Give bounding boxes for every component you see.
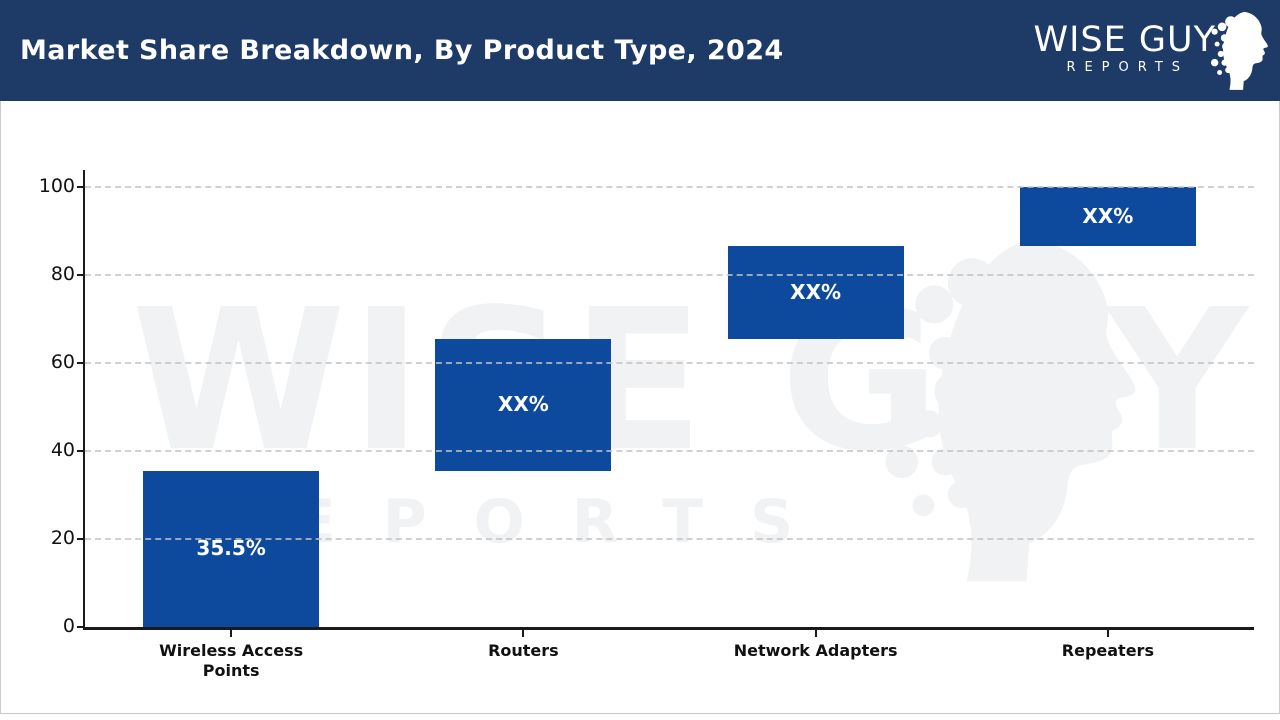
bar-value-label: 35.5%	[196, 535, 266, 560]
x-tick	[814, 629, 817, 637]
y-tick-0	[77, 626, 85, 628]
brand-subtitle: REPORTS	[1066, 60, 1190, 75]
x-category-label: Wireless Access Points	[159, 641, 304, 680]
y-axis-line	[83, 170, 85, 629]
x-tick	[522, 629, 525, 637]
y-tick-label-80: 80	[50, 263, 75, 285]
bar-value-label: XX%	[1082, 203, 1134, 228]
bar-segment	[727, 246, 904, 339]
y-tick-100	[77, 186, 85, 188]
gridline-60	[85, 362, 1254, 364]
header-bar: Market Share Breakdown, By Product Type,…	[0, 0, 1280, 101]
bar-value-label: XX%	[790, 279, 842, 304]
y-tick-40	[77, 450, 85, 452]
y-tick-80	[77, 274, 85, 276]
page-title: Market Share Breakdown, By Product Type,…	[20, 35, 784, 66]
bar-segment	[1019, 187, 1196, 247]
gridline-80	[85, 274, 1254, 276]
gridline-20	[85, 538, 1254, 540]
bar-value-label: XX%	[497, 391, 549, 416]
x-tick	[1106, 629, 1109, 637]
x-axis-line	[83, 627, 1254, 630]
y-tick-label-40: 40	[50, 439, 75, 461]
y-tick-60	[77, 362, 85, 364]
x-category-label: Repeaters	[1061, 641, 1154, 660]
x-tick	[230, 629, 233, 637]
y-tick-20	[77, 538, 85, 540]
y-tick-label-0: 0	[62, 615, 75, 637]
y-tick-label-60: 60	[50, 351, 75, 373]
y-tick-label-100: 100	[38, 175, 75, 197]
x-category-label: Routers	[488, 641, 559, 660]
x-category-label: Network Adapters	[733, 641, 898, 660]
brand-name: WISE GUY	[1033, 20, 1216, 60]
gridline-100	[85, 186, 1254, 188]
y-tick-label-20: 20	[50, 527, 75, 549]
bar-chart: 0 20 40 60 80 100 35.5% Wireless Access Points X…	[1, 101, 1279, 713]
brand-face-icon	[1206, 8, 1274, 95]
bar-segment	[435, 338, 612, 471]
gridline-40	[85, 450, 1254, 452]
bar-segment	[143, 470, 320, 627]
chart-card: WISE GUY REPORTS 0 20 40 60 80 100 35.5% Wirele…	[0, 101, 1280, 714]
brand-logo-text: WISE GUY REPORTS	[1033, 22, 1216, 75]
